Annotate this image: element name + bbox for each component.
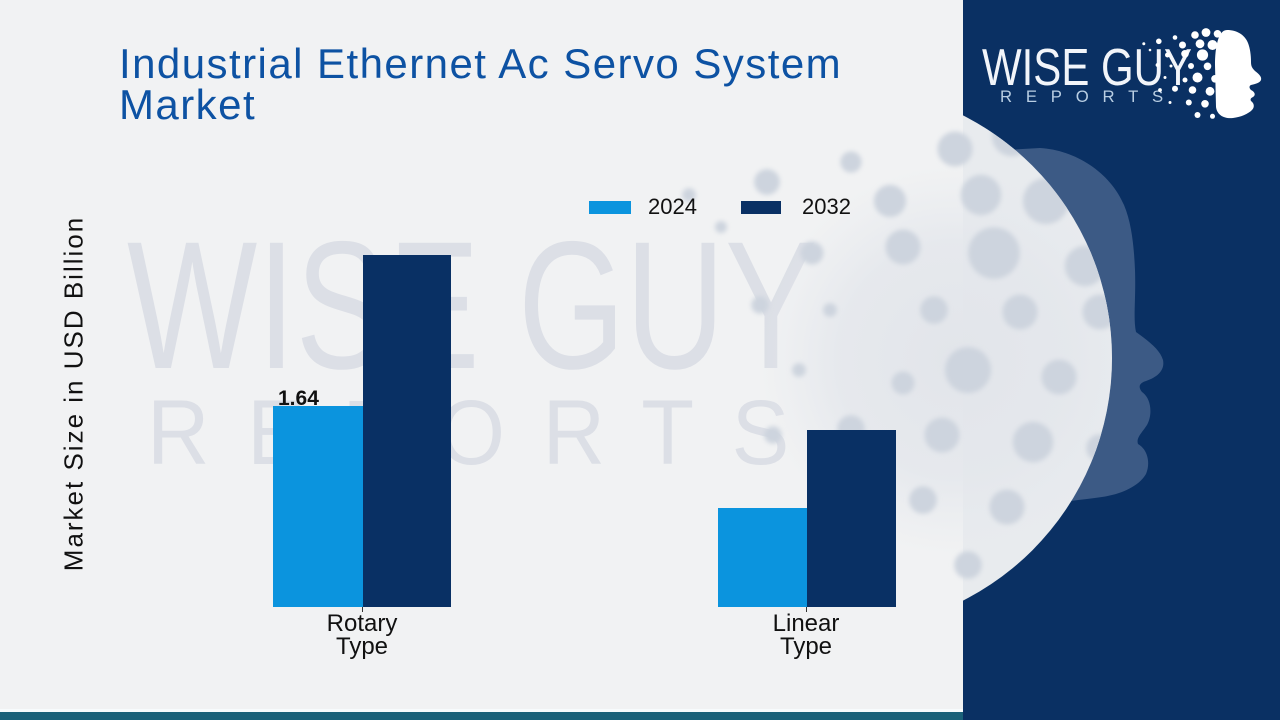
svg-text:REPORTS: REPORTS [1000,87,1177,106]
svg-text:REPORTS: REPORTS [147,382,827,484]
svg-text:WISE GUY: WISE GUY [982,39,1192,97]
svg-text:WISE GUY: WISE GUY [127,203,817,407]
